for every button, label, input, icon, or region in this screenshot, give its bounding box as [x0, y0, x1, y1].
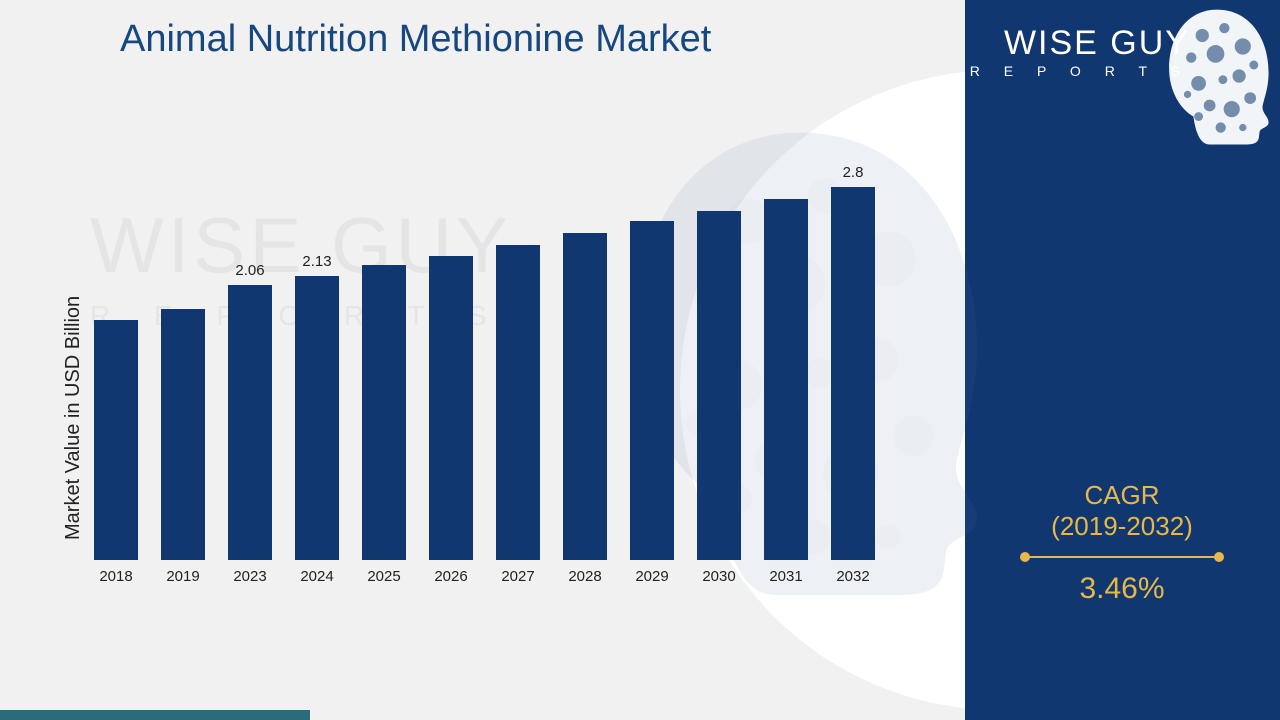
bar: [697, 211, 741, 560]
bar: [831, 187, 875, 560]
cagr-value: 3.46%: [1002, 572, 1242, 606]
logo-line2: R E P O R T S: [970, 63, 1190, 79]
bar: [496, 245, 540, 560]
x-axis-label: 2019: [166, 568, 199, 585]
bar: [764, 199, 808, 560]
x-axis-label: 2023: [233, 568, 266, 585]
bar: [429, 256, 473, 560]
x-axis-label: 2028: [568, 568, 601, 585]
cagr-period: (2019-2032): [1002, 511, 1242, 542]
bar: [630, 221, 674, 560]
cagr-divider: [1022, 556, 1222, 558]
cagr-dot-left: [1020, 552, 1030, 562]
x-axis-label: 2025: [367, 568, 400, 585]
logo-head-icon: [1158, 6, 1276, 146]
y-axis-label: Market Value in USD Billion: [62, 296, 85, 540]
bar: [563, 233, 607, 560]
bar: [362, 265, 406, 560]
brand-logo: WISE GUY R E P O R T S: [970, 24, 1190, 79]
x-axis-label: 2031: [769, 568, 802, 585]
bar: [295, 276, 339, 560]
bar: [161, 309, 205, 560]
x-axis-label: 2032: [836, 568, 869, 585]
x-axis-label: 2027: [501, 568, 534, 585]
bottom-stripe: [0, 710, 310, 720]
stage: WISE GUY R E P O R T S WISE GUY R E P O …: [0, 0, 1280, 720]
bar: [94, 320, 138, 560]
bar-chart: 201820192.0620232.1320242025202620272028…: [92, 160, 902, 560]
x-axis-label: 2029: [635, 568, 668, 585]
logo-line1: WISE GUY: [970, 24, 1190, 63]
bar-value-label: 2.06: [235, 262, 264, 279]
cagr-label: CAGR: [1002, 480, 1242, 511]
bar-value-label: 2.8: [843, 164, 864, 181]
bar-value-label: 2.13: [302, 253, 331, 270]
bar: [228, 285, 272, 560]
x-axis-label: 2024: [300, 568, 333, 585]
x-axis-label: 2026: [434, 568, 467, 585]
chart-title: Animal Nutrition Methionine Market: [120, 18, 711, 61]
x-axis-label: 2030: [702, 568, 735, 585]
x-axis-label: 2018: [99, 568, 132, 585]
cagr-box: CAGR (2019-2032) 3.46%: [1002, 480, 1242, 606]
cagr-dot-right: [1214, 552, 1224, 562]
